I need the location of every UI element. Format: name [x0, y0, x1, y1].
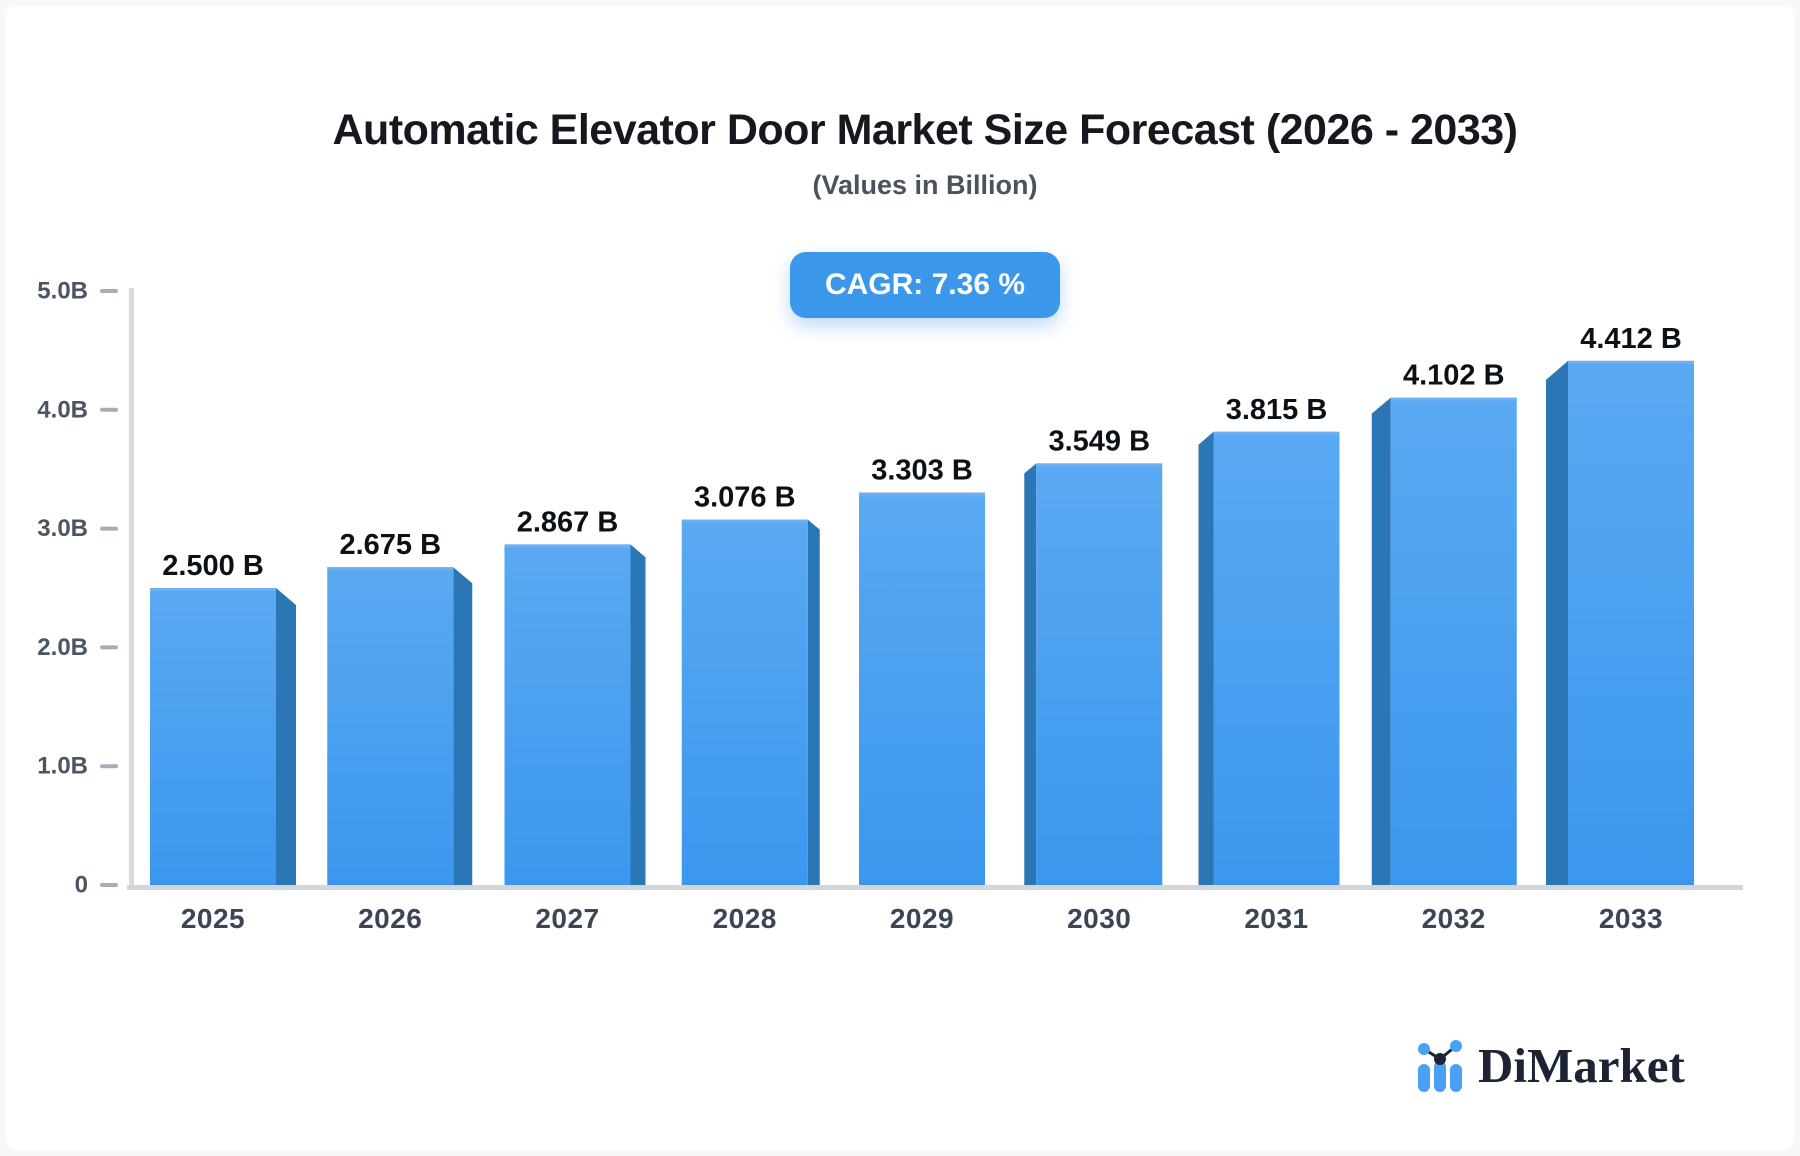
bar-value-label-2032: 4.102 B	[1403, 360, 1505, 392]
bar-chart-trend-icon	[1418, 1040, 1462, 1092]
trend-dot	[1418, 1043, 1430, 1055]
x-tick-label-2026: 2026	[358, 903, 422, 934]
y-tick-dash	[100, 526, 118, 531]
bar-2027: 2.867 B 2027	[504, 506, 646, 934]
y-tick-dash	[100, 883, 118, 887]
bar-side	[807, 519, 820, 885]
bar-side	[453, 567, 473, 885]
bar-side	[1198, 431, 1214, 885]
bar-top-edge	[1213, 431, 1340, 435]
y-tick-dash	[100, 407, 118, 412]
y-tick-label-2.0B: 2.0B	[37, 634, 88, 661]
bar-side	[1546, 360, 1568, 886]
bar-value-label-2029: 3.303 B	[871, 455, 973, 487]
bar-top-edge	[1390, 397, 1517, 401]
x-tick-label-2028: 2028	[713, 903, 777, 934]
x-tick-label-2027: 2027	[535, 903, 599, 934]
logo-text: DiMarket	[1478, 1038, 1685, 1093]
bar-value-label-2028: 3.076 B	[694, 482, 796, 514]
y-tick-dash	[100, 289, 118, 293]
y-tick-label-3.0B: 3.0B	[37, 515, 88, 542]
bar-value-label-2030: 3.549 B	[1048, 425, 1150, 457]
bar-side	[1024, 463, 1037, 885]
bar-value-label-2031: 3.815 B	[1226, 394, 1328, 426]
bar-value-label-2027: 2.867 B	[517, 506, 619, 538]
bar-face	[859, 492, 985, 885]
bar-face	[150, 588, 276, 885]
bar-2028: 3.076 B 2028	[681, 482, 820, 934]
logo-bar	[1434, 1061, 1446, 1092]
bar-value-label-2026: 2.675 B	[339, 529, 441, 561]
logo-bar	[1450, 1064, 1462, 1092]
y-tick-label-0: 0	[75, 872, 88, 899]
logo-bar	[1418, 1064, 1430, 1092]
bar-top-edge	[327, 567, 454, 571]
y-axis-line	[129, 288, 134, 890]
x-tick-label-2032: 2032	[1422, 903, 1486, 934]
bar-face	[327, 567, 454, 885]
y-tick-label-5.0B: 5.0B	[37, 278, 88, 305]
bar-2033: 4.412 B 2033	[1546, 323, 1694, 934]
y-tick-label-1.0B: 1.0B	[37, 753, 88, 780]
bar-face	[1568, 360, 1694, 886]
y-tick-dash	[100, 764, 118, 769]
x-axis-line	[127, 885, 1743, 890]
bar-2031: 3.815 B 2031	[1198, 394, 1340, 934]
y-tick-label-4.0B: 4.0B	[37, 396, 88, 423]
trend-dot	[1434, 1053, 1446, 1065]
bar-face	[1390, 397, 1517, 885]
chart-title: Automatic Elevator Door Market Size Fore…	[332, 106, 1519, 154]
x-tick-label-2029: 2029	[890, 903, 954, 934]
cagr-badge-row: CAGR: 7.36 %	[50, 252, 1800, 318]
y-tick-dash	[100, 645, 118, 650]
bar-top-edge	[1036, 463, 1163, 467]
bar-2025: 2.500 B 2025	[150, 550, 296, 934]
bar-top-edge	[1568, 360, 1694, 364]
bar-top-edge	[859, 492, 985, 496]
x-tick-label-2030: 2030	[1067, 903, 1131, 934]
x-tick-label-2033: 2033	[1599, 903, 1663, 934]
x-tick-label-2025: 2025	[181, 903, 245, 934]
bar-face	[681, 519, 808, 885]
bar-face	[1036, 463, 1163, 885]
bar-2026: 2.675 B 2026	[327, 529, 473, 934]
bar-face	[504, 544, 631, 885]
bar-side	[276, 588, 296, 885]
bar-top-edge	[150, 588, 276, 591]
bar-2032: 4.102 B 2032	[1371, 360, 1517, 934]
bar-top-edge	[504, 544, 631, 548]
bar-value-label-2025: 2.500 B	[162, 550, 264, 582]
bar-face	[1213, 431, 1340, 885]
cagr-badge: CAGR: 7.36 %	[789, 252, 1061, 318]
trend-dot	[1450, 1040, 1462, 1052]
bar-side	[630, 544, 646, 885]
bar-value-label-2033: 4.412 B	[1580, 323, 1682, 355]
chart-subtitle: (Values in Billion)	[812, 170, 1038, 200]
bar-2029: 3.303 B 2029	[859, 455, 985, 934]
x-tick-label-2031: 2031	[1244, 903, 1308, 934]
bar-2030: 3.549 B 2030	[1024, 425, 1163, 934]
dimarket-logo: DiMarket	[1416, 1038, 1685, 1092]
bar-side	[1371, 397, 1391, 885]
bar-top-edge	[681, 519, 808, 523]
